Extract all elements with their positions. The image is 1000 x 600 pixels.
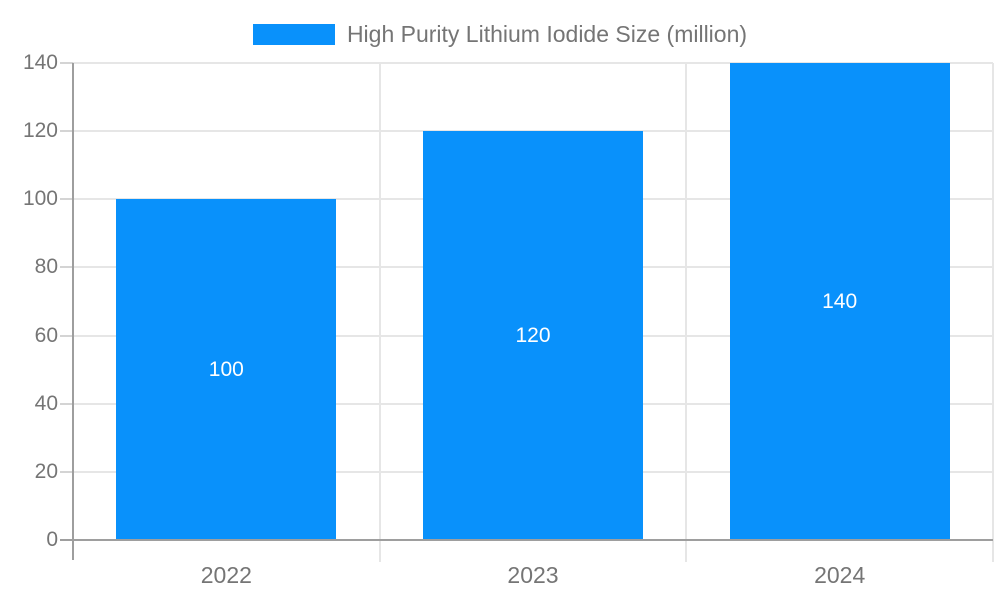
bar-2024[interactable]: 140 (729, 63, 950, 540)
bar-2023[interactable]: 120 (423, 131, 643, 540)
y-tick (60, 130, 73, 133)
category-gridline (685, 63, 688, 562)
y-tick (60, 470, 73, 473)
y-axis-label: 0 (46, 528, 58, 551)
category-gridline (992, 63, 994, 562)
bar-value-label: 100 (208, 357, 244, 381)
y-axis-label: 60 (34, 323, 58, 347)
y-tick (60, 62, 73, 64)
y-gridline (73, 62, 993, 64)
x-axis-label: 2023 (507, 562, 559, 588)
bar-value-label: 120 (515, 323, 551, 347)
y-axis-label: 140 (22, 51, 58, 74)
y-axis-label: 80 (34, 255, 58, 279)
y-tick (60, 266, 73, 269)
legend[interactable]: High Purity Lithium Iodide Size (million… (0, 21, 1000, 48)
x-axis-line (60, 539, 993, 541)
y-axis-label: 40 (34, 391, 58, 415)
bar-2022[interactable]: 100 (116, 199, 337, 540)
category-gridline (378, 63, 381, 562)
y-axis-line (72, 63, 74, 560)
y-tick (60, 198, 73, 201)
legend-swatch (252, 24, 335, 45)
y-axis-label: 120 (22, 119, 58, 143)
y-axis-label: 100 (22, 187, 58, 211)
y-axis-label: 20 (34, 459, 58, 483)
y-tick (60, 402, 73, 405)
bar-value-label: 140 (822, 289, 858, 313)
legend-label: High Purity Lithium Iodide Size (million… (346, 21, 748, 47)
x-axis-label: 2024 (814, 562, 866, 588)
x-axis-label: 2022 (200, 562, 252, 588)
y-tick (60, 334, 73, 337)
